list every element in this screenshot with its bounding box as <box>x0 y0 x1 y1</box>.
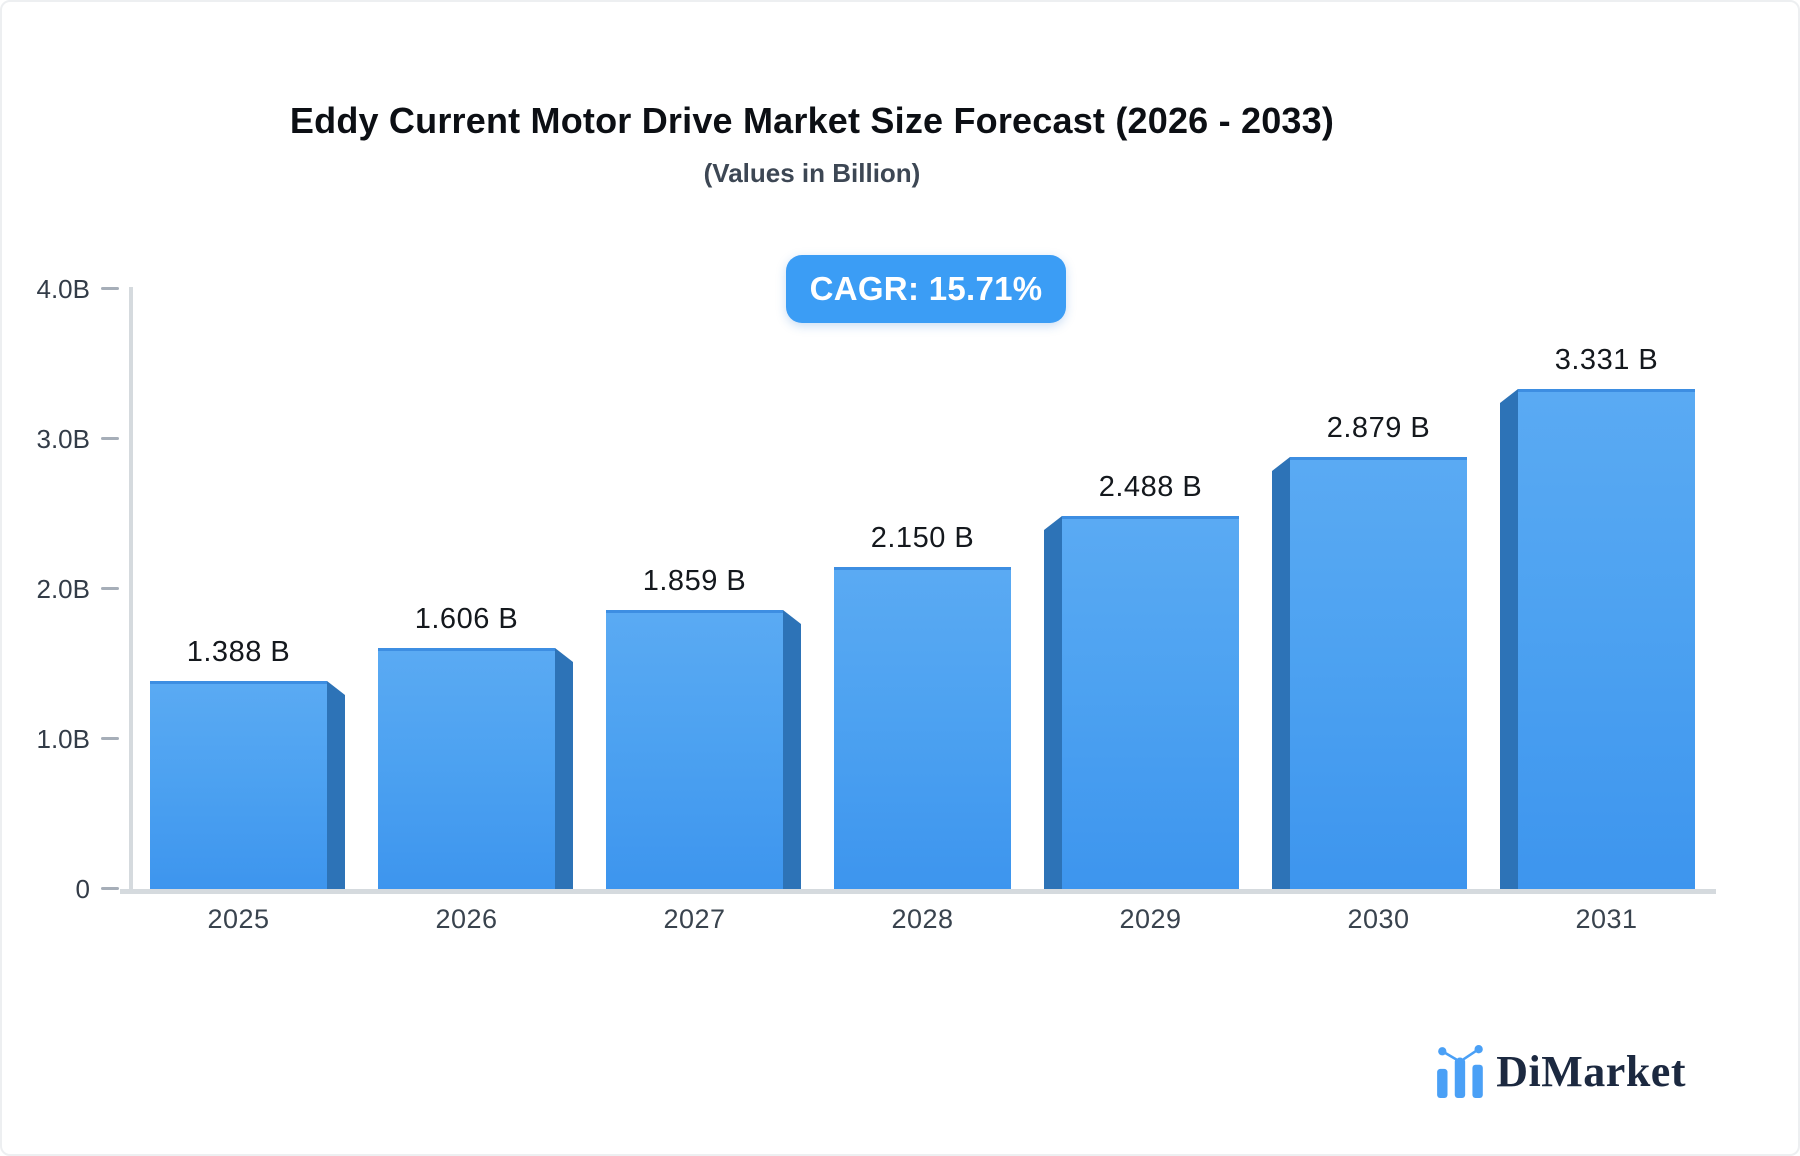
x-tick-label: 2028 <box>891 904 954 934</box>
cagr-badge-label: CAGR: 15.71% <box>809 270 1043 307</box>
brand-name: DiMarket <box>1496 1046 1686 1096</box>
x-axis-line <box>120 889 1716 894</box>
bar-value-label: 1.388 B <box>186 636 291 668</box>
y-tick-label: 3.0B <box>36 424 91 454</box>
y-tick-mark <box>101 587 119 590</box>
x-tick-label: 2027 <box>663 904 726 934</box>
bar-value-label: 2.150 B <box>870 522 975 554</box>
bar-side <box>783 610 801 889</box>
x-tick-label: 2025 <box>207 904 270 934</box>
bar-side <box>1272 457 1290 889</box>
bar-side <box>327 681 345 889</box>
bar-value-label: 2.879 B <box>1326 412 1431 444</box>
bar-face <box>606 610 783 889</box>
x-tick-label: 2030 <box>1347 904 1410 934</box>
bar-face <box>150 681 327 889</box>
x-tick-label: 2029 <box>1119 904 1182 934</box>
x-tick-label: 2026 <box>435 904 498 934</box>
y-tick-label: 4.0B <box>36 274 91 304</box>
y-tick-label: 2.0B <box>36 574 91 604</box>
y-tick-mark <box>101 737 119 740</box>
bar-side <box>1044 516 1062 889</box>
bar-value-label: 3.331 B <box>1554 344 1659 376</box>
cagr-badge: CAGR: 15.71% <box>786 255 1066 323</box>
y-tick-mark <box>101 287 119 290</box>
bar-face <box>1290 457 1467 889</box>
x-tick-label: 2031 <box>1575 904 1638 934</box>
chart-subtitle: (Values in Billion) <box>703 158 921 188</box>
bar-face <box>834 567 1011 889</box>
bar-value-label: 2.488 B <box>1098 471 1203 503</box>
bar-value-label: 1.606 B <box>414 603 519 635</box>
bar-face <box>378 648 555 889</box>
bar-value-label: 1.859 B <box>642 565 747 597</box>
bar-face <box>1062 516 1239 889</box>
bar-side <box>555 648 573 889</box>
bar-face <box>1518 389 1695 889</box>
y-tick-label: 0 <box>75 874 90 904</box>
y-tick-mark <box>101 887 119 890</box>
bar-side <box>1500 389 1518 889</box>
y-tick-mark <box>101 437 119 440</box>
y-axis-line <box>129 287 133 893</box>
bar-chart-logo-icon <box>1437 1045 1484 1098</box>
chart-title: Eddy Current Motor Drive Market Size For… <box>289 100 1335 141</box>
brand-logo: DiMarket <box>1437 1044 1686 1098</box>
y-tick-label: 1.0B <box>36 724 91 754</box>
